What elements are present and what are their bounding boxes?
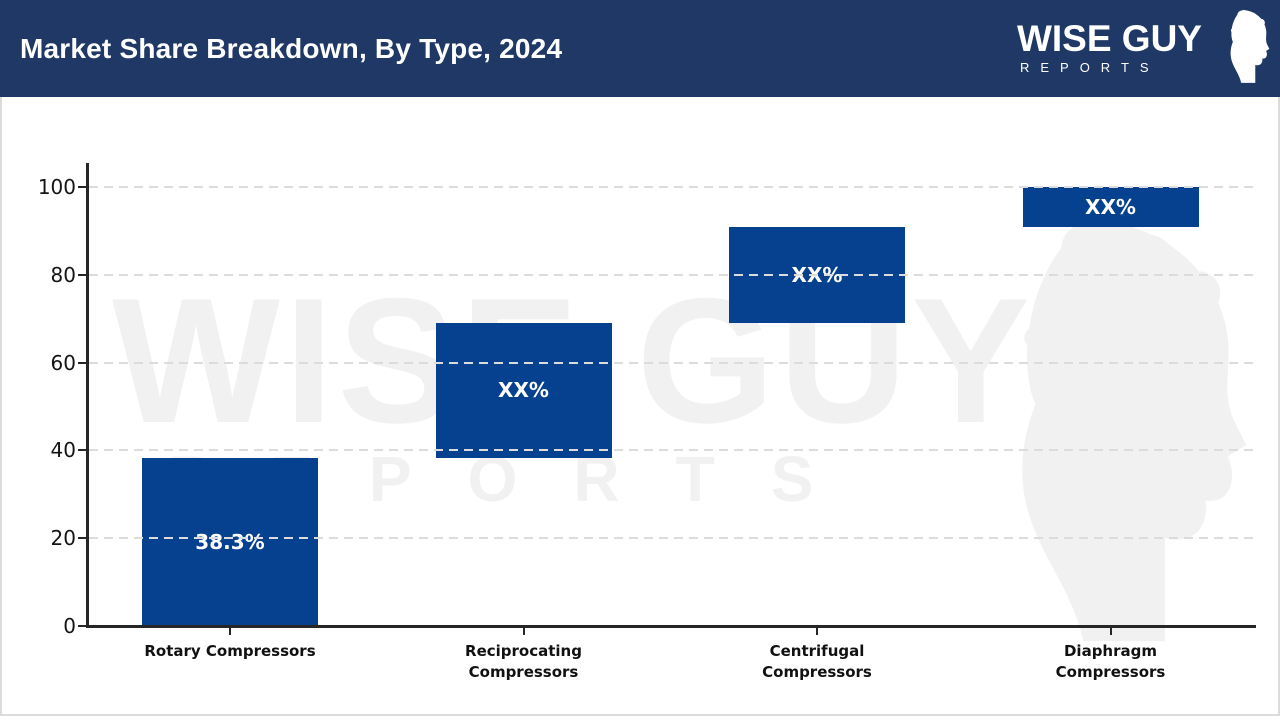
y-tick-label: 100 <box>37 175 76 199</box>
gridline-100 <box>89 186 1256 188</box>
bar-diaphragm-compressors: XX% <box>1022 187 1199 227</box>
bar-rotary-compressors: 38.3% <box>142 457 318 626</box>
frame-edge-left <box>0 97 2 716</box>
category-label-line: Compressors <box>762 663 872 681</box>
page-title: Market Share Breakdown, By Type, 2024 <box>20 32 563 64</box>
y-tick-label: 40 <box>50 438 76 463</box>
category-label-line: Rotary Compressors <box>144 642 316 660</box>
category-label-line: Compressors <box>468 663 579 681</box>
x-axis-line <box>86 625 1256 628</box>
category-label-rotary-compressors: Rotary Compressors <box>100 641 360 662</box>
y-axis-tick <box>78 273 87 276</box>
category-label-line: Compressors <box>1055 663 1166 681</box>
gridline-40 <box>89 449 1256 452</box>
x-axis-tick <box>1109 628 1112 635</box>
y-tick-label: 0 <box>63 614 76 638</box>
category-label-diaphragm-compressors: Diaphragm Compressors <box>981 641 1241 683</box>
bar-reciprocating-compressors: XX% <box>435 323 612 458</box>
x-axis-tick <box>816 628 818 635</box>
frame-edge-right <box>1278 97 1280 716</box>
header-bar: Market Share Breakdown, By Type, 2024 WI… <box>0 0 1280 97</box>
y-tick-label: 80 <box>50 262 76 287</box>
y-axis-tick <box>78 361 87 364</box>
x-axis-tick <box>522 628 525 635</box>
wiseguy-logo: WISE GUY REPORTS <box>1017 8 1270 86</box>
y-axis-tick <box>78 537 87 540</box>
logo-subtext: REPORTS <box>1019 60 1160 75</box>
category-label-reciprocating-compressors: Reciprocating Compressors <box>394 641 654 683</box>
face-profile-icon <box>1230 9 1270 83</box>
category-label-line: Diaphragm <box>1063 642 1158 660</box>
category-label-line: Reciprocating <box>465 642 582 660</box>
x-axis-tick <box>229 628 231 635</box>
y-axis-tick <box>78 186 87 188</box>
gridline-80 <box>89 273 1256 276</box>
category-label-centrifugal-compressors: Centrifugal Compressors <box>687 641 947 683</box>
bar-value-label: XX% <box>1085 194 1136 219</box>
y-axis-tick <box>78 625 87 627</box>
frame-edge-bottom <box>0 714 1280 716</box>
bar-value-label: XX% <box>498 378 549 403</box>
gridline-20 <box>89 537 1256 540</box>
category-label-line: Centrifugal <box>769 642 865 660</box>
gridline-60 <box>89 361 1256 364</box>
y-tick-label: 20 <box>50 526 76 551</box>
y-tick-label: 60 <box>50 350 76 375</box>
y-axis-tick <box>78 449 87 452</box>
bar-value-label: 38.3% <box>195 529 265 554</box>
logo-text: WISE GUY REPORTS <box>1016 18 1202 76</box>
y-axis-line <box>86 163 89 628</box>
logo-wordmark: WISE GUY <box>1016 18 1202 59</box>
